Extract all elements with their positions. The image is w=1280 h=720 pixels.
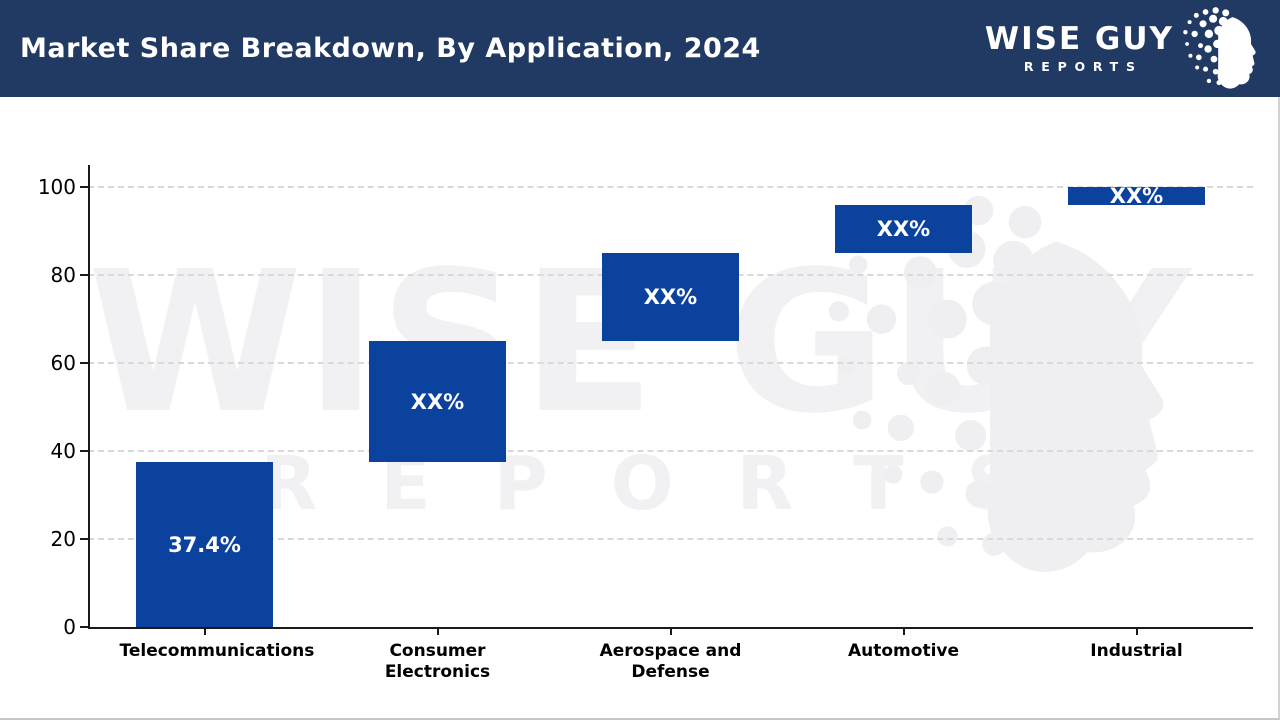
- bar-value-label: 37.4%: [168, 532, 241, 557]
- bar-value-label: XX%: [1109, 187, 1164, 205]
- y-tick-mark: [80, 450, 88, 452]
- chart-area: WISE GUY REPORTS 02040608010037.4%37.4%T…: [0, 97, 1280, 720]
- bar-industrial: XX%: [1068, 187, 1205, 205]
- y-tick-mark: [80, 186, 88, 188]
- logo-head-icon: [1176, 7, 1262, 91]
- y-tick-mark: [80, 538, 88, 540]
- gridline: [88, 186, 1253, 188]
- bar-telecommunications: 37.4%: [136, 462, 273, 627]
- x-tick-mark: [436, 627, 439, 635]
- wise-guy-logo: WISE GUY REPORTS: [985, 7, 1280, 91]
- header: Market Share Breakdown, By Application, …: [0, 0, 1280, 97]
- gridline: [88, 362, 1253, 364]
- x-category-label: Telecommunications: [119, 641, 315, 661]
- bar-aerospace-and-defense: XX%: [602, 253, 739, 341]
- gridline: [88, 538, 1253, 540]
- y-tick-mark: [80, 362, 88, 364]
- x-category-label: Consumer Electronics: [384, 641, 491, 682]
- x-tick-mark: [1135, 627, 1138, 635]
- bar-consumer-electronics: XX%: [369, 341, 506, 463]
- logo-name: WISE GUY: [984, 20, 1174, 57]
- y-tick-label: 20: [50, 527, 76, 551]
- x-category-label: Industrial: [1090, 641, 1183, 661]
- bar-automotive: XX%: [835, 204, 972, 253]
- gridline: [88, 450, 1253, 452]
- logo-text: WISE GUY REPORTS: [984, 20, 1174, 74]
- x-tick-mark: [203, 627, 206, 635]
- y-tick-label: 60: [50, 351, 76, 375]
- y-tick-mark: [80, 274, 88, 276]
- bar-value-label: XX%: [876, 216, 931, 241]
- y-tick-mark: [80, 626, 88, 628]
- x-category-label: Aerospace and Defense: [599, 641, 742, 682]
- y-tick-label: 100: [37, 175, 76, 199]
- chart-title: Market Share Breakdown, By Application, …: [20, 33, 761, 64]
- x-category-label: Automotive: [847, 641, 960, 661]
- plot-area: 02040608010037.4%37.4%Telecommunications…: [0, 97, 1278, 718]
- y-tick-label: 0: [63, 615, 76, 639]
- y-tick-label: 80: [50, 263, 76, 287]
- bar-value-label: XX%: [643, 285, 698, 309]
- y-tick-label: 40: [50, 439, 76, 463]
- bar-value-label: XX%: [410, 389, 465, 414]
- x-tick-mark: [669, 627, 672, 635]
- y-axis-line: [88, 165, 90, 629]
- logo-tagline: REPORTS: [1023, 58, 1143, 74]
- x-tick-mark: [902, 627, 905, 635]
